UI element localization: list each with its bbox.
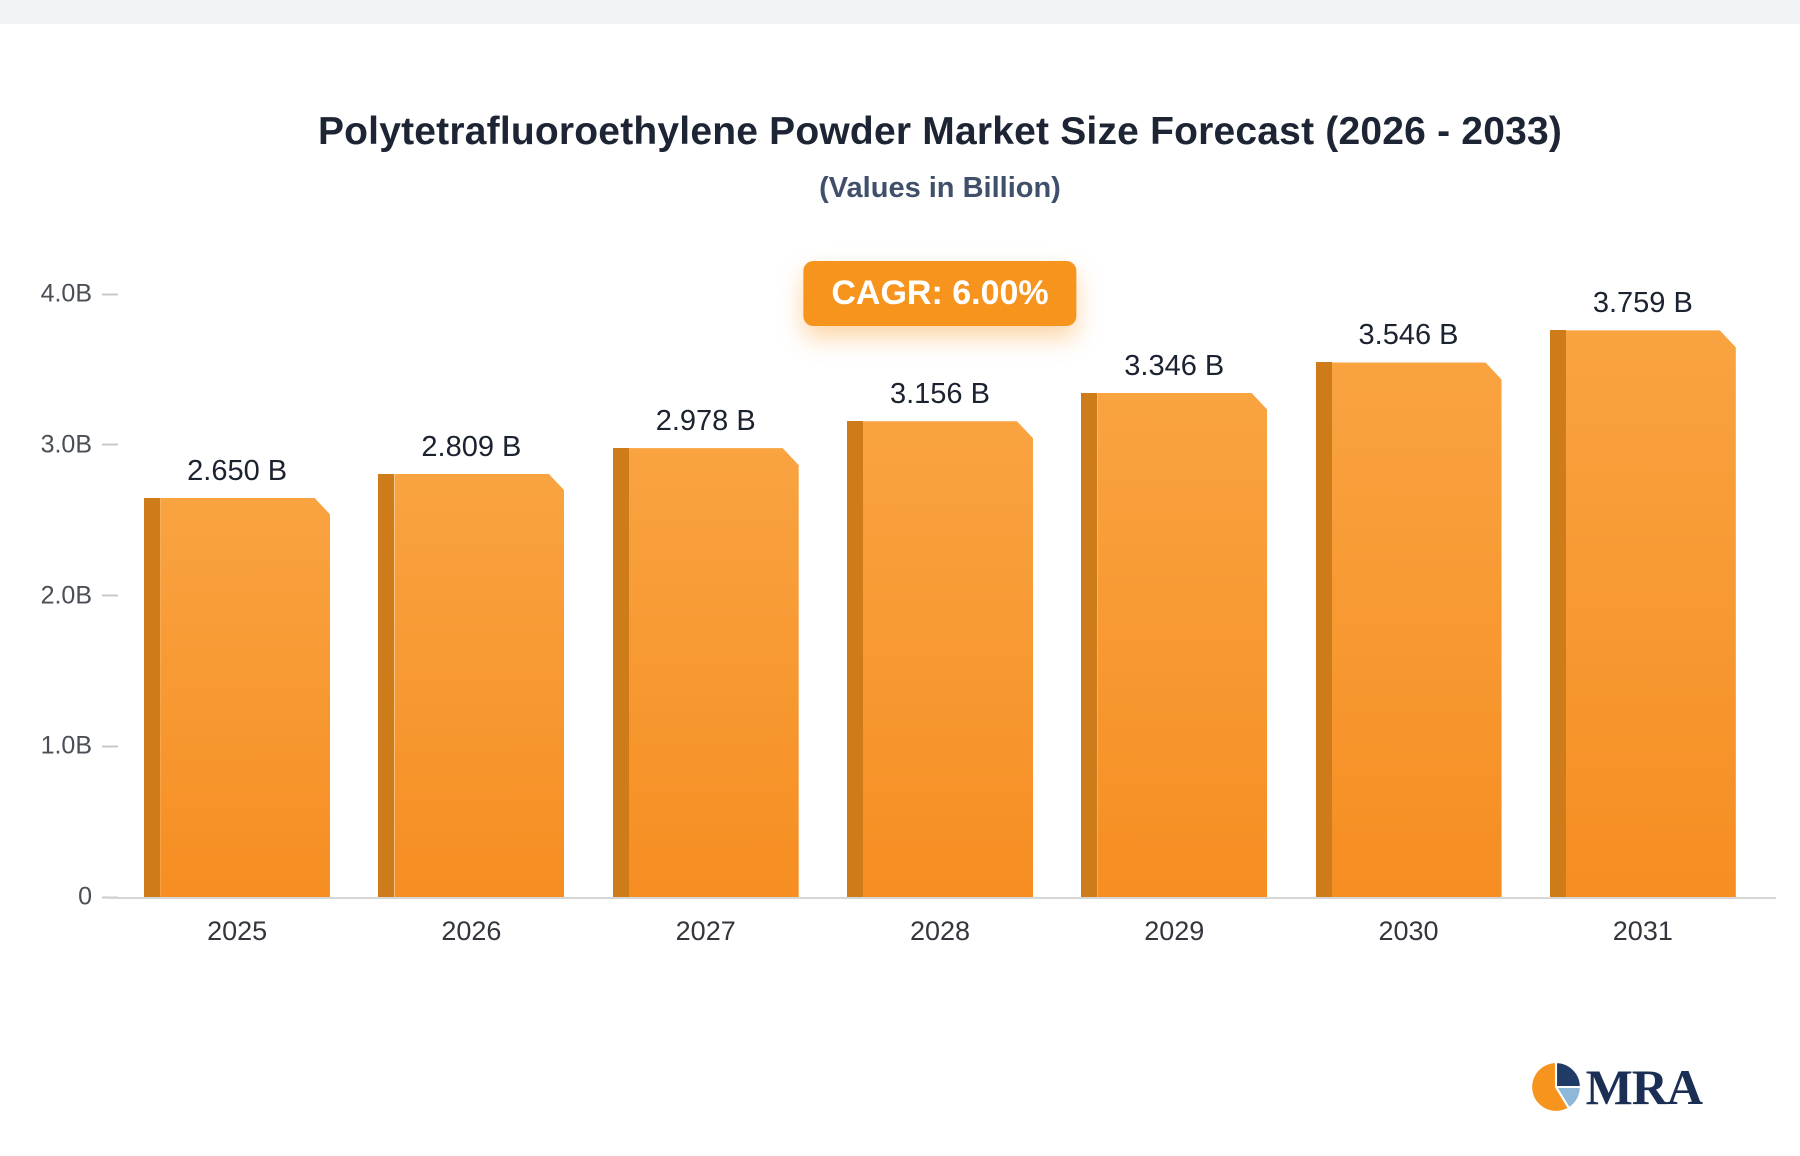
- bar-front-face: [1566, 330, 1736, 897]
- bar-side-face: [1081, 392, 1098, 897]
- x-axis-label: 2025: [207, 916, 268, 946]
- x-axis-label: 2028: [909, 916, 971, 946]
- y-tick-label: 4.0B: [40, 279, 92, 308]
- bar-value-label: 2.650 B: [187, 454, 288, 487]
- bar-2029: [1081, 392, 1267, 897]
- y-tick-label: 3.0B: [40, 430, 92, 459]
- bar-column: 2.978 B: [589, 405, 823, 897]
- pie-logo-icon: [1529, 1061, 1582, 1113]
- bar-column: 3.546 B: [1291, 319, 1525, 897]
- y-tick-mark: [102, 443, 118, 446]
- x-axis-label: 2031: [1612, 916, 1673, 946]
- x-axis-label: 2026: [441, 916, 502, 946]
- bar-side-face: [846, 421, 863, 897]
- bar-column: 3.346 B: [1057, 350, 1291, 897]
- bar-front-face: [160, 498, 330, 897]
- bar-column: 2.650 B: [120, 455, 354, 897]
- y-tick-mark: [102, 745, 118, 748]
- bar-side-face: [378, 473, 395, 897]
- logo-text: MRA: [1585, 1059, 1703, 1115]
- bar-value-label: 3.156 B: [889, 378, 990, 411]
- bar-2026: [378, 473, 564, 897]
- bar-front-face: [629, 448, 799, 897]
- bar-side-face: [612, 448, 629, 897]
- bars-container: 2.650 B 2.809 B 2.978 B 3.156 B 3.346 B 3.546…: [120, 287, 1760, 897]
- y-tick-label: 2.0B: [40, 581, 92, 609]
- bar-2027: [612, 448, 799, 897]
- bar-front-face: [1097, 393, 1267, 897]
- chart-subtitle: (Values in Billion): [819, 172, 1061, 204]
- x-axis-label: 2027: [675, 916, 736, 946]
- cagr-badge: CAGR: 6.00%: [803, 261, 1077, 326]
- bar-front-face: [394, 474, 564, 897]
- y-axis-tick: 0: [0, 883, 118, 912]
- y-tick-label: 0: [78, 882, 92, 911]
- x-axis-label: 2029: [1144, 916, 1205, 946]
- bar-value-label: 3.759 B: [1592, 287, 1693, 320]
- y-tick-mark: [102, 594, 118, 597]
- bar-2031: [1549, 330, 1736, 897]
- bar-value-label: 2.978 B: [655, 405, 756, 438]
- x-axis-label: 2030: [1378, 916, 1439, 946]
- bar-front-face: [863, 421, 1033, 897]
- bar-column: 3.156 B: [823, 378, 1057, 897]
- bar-front-face: [1332, 362, 1502, 897]
- x-axis-labels: 2025 2026 2027 2028 2029 2030 2031: [120, 916, 1760, 947]
- y-tick-label: 1.0B: [40, 731, 92, 760]
- y-axis: 0 1.0B 2.0B 3.0B 4.0B: [0, 0, 118, 1156]
- brand-logo: MRA: [1529, 1058, 1703, 1116]
- bar-column: 2.809 B: [354, 431, 588, 897]
- y-axis-tick: 2.0B: [0, 581, 118, 610]
- chart-title: Polytetrafluoroethylene Powder Market Si…: [317, 110, 1563, 153]
- bar-side-face: [1315, 362, 1332, 897]
- bar-2025: [144, 497, 330, 897]
- bar-2030: [1315, 362, 1502, 897]
- y-axis-tick: 1.0B: [0, 732, 118, 761]
- bar-value-label: 2.809 B: [421, 430, 522, 463]
- y-axis-tick: 3.0B: [0, 430, 118, 459]
- bar-side-face: [144, 497, 161, 897]
- y-tick-mark: [102, 293, 118, 295]
- bar-value-label: 3.546 B: [1358, 319, 1459, 352]
- bar-side-face: [1549, 330, 1566, 897]
- x-axis-baseline: [108, 897, 1776, 899]
- bar-column: 3.759 B: [1526, 287, 1760, 897]
- bar-2028: [846, 421, 1033, 897]
- y-axis-tick: 4.0B: [0, 280, 118, 309]
- bar-value-label: 3.346 B: [1124, 349, 1225, 382]
- top-strip: [0, 0, 1800, 24]
